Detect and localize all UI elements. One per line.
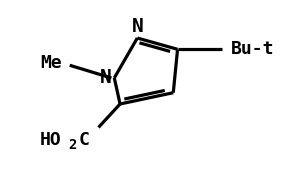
Text: C: C [79, 131, 90, 149]
Text: 2: 2 [68, 138, 77, 152]
Text: Bu-t: Bu-t [231, 40, 274, 58]
Text: N: N [100, 68, 112, 88]
Text: Me: Me [40, 54, 62, 72]
Text: HO: HO [40, 131, 62, 149]
Text: N: N [131, 17, 143, 36]
